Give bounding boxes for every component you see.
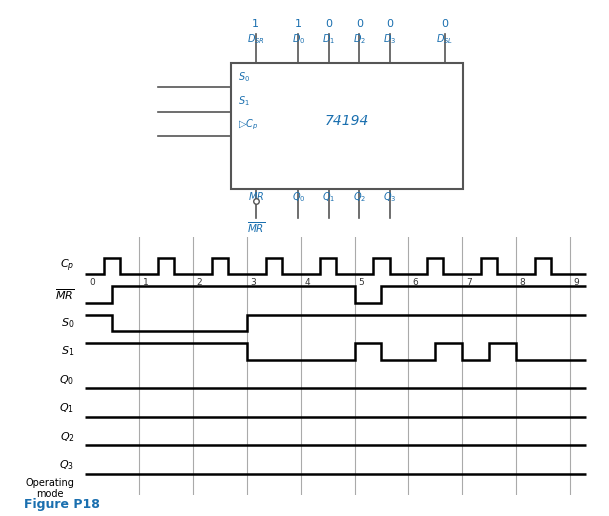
- Text: $D_{SL}$: $D_{SL}$: [436, 33, 453, 46]
- Text: $D_1$: $D_1$: [322, 33, 336, 46]
- Text: $\overline{MR}$: $\overline{MR}$: [55, 287, 74, 302]
- Text: 74194: 74194: [325, 114, 369, 128]
- Text: 2: 2: [197, 278, 202, 286]
- Text: 1: 1: [252, 19, 259, 29]
- Text: 6: 6: [412, 278, 418, 286]
- Text: $Q_1$: $Q_1$: [60, 401, 74, 415]
- Text: $MR$: $MR$: [248, 190, 264, 202]
- Text: 0: 0: [441, 19, 448, 29]
- Text: 9: 9: [574, 278, 579, 286]
- Text: $Q_2$: $Q_2$: [353, 190, 366, 204]
- Text: 0: 0: [89, 278, 95, 286]
- Bar: [231, 63, 463, 189]
- Text: $Q_0$: $Q_0$: [59, 373, 74, 387]
- Text: $Q_1$: $Q_1$: [322, 190, 336, 204]
- Text: $D_2$: $D_2$: [353, 33, 366, 46]
- Text: $D_0$: $D_0$: [292, 33, 305, 46]
- Text: 1: 1: [295, 19, 302, 29]
- Text: $\triangleright C_p$: $\triangleright C_p$: [238, 118, 258, 132]
- Text: $\overline{MR}$: $\overline{MR}$: [247, 221, 265, 235]
- Text: 7: 7: [466, 278, 472, 286]
- Text: $S_0$: $S_0$: [238, 70, 250, 84]
- Text: $Q_3$: $Q_3$: [383, 190, 396, 204]
- Text: $D_{SR}$: $D_{SR}$: [247, 33, 265, 46]
- Text: 0: 0: [325, 19, 333, 29]
- Text: 8: 8: [520, 278, 526, 286]
- Text: 1: 1: [143, 278, 149, 286]
- Text: 4: 4: [304, 278, 310, 286]
- Text: $Q_2$: $Q_2$: [60, 430, 74, 444]
- Text: $Q_0$: $Q_0$: [292, 190, 305, 204]
- Text: $C_p$: $C_p$: [60, 257, 74, 274]
- Text: Figure P18: Figure P18: [24, 498, 100, 511]
- Text: 5: 5: [358, 278, 364, 286]
- Text: 3: 3: [250, 278, 256, 286]
- Text: $S_0$: $S_0$: [61, 316, 74, 330]
- Text: $Q_3$: $Q_3$: [60, 459, 74, 472]
- Text: 0: 0: [356, 19, 363, 29]
- Text: $S_1$: $S_1$: [61, 345, 74, 358]
- Text: 0: 0: [386, 19, 393, 29]
- Text: Operating
mode: Operating mode: [26, 478, 74, 499]
- Text: $S_1$: $S_1$: [238, 94, 249, 108]
- Text: $D_3$: $D_3$: [383, 33, 396, 46]
